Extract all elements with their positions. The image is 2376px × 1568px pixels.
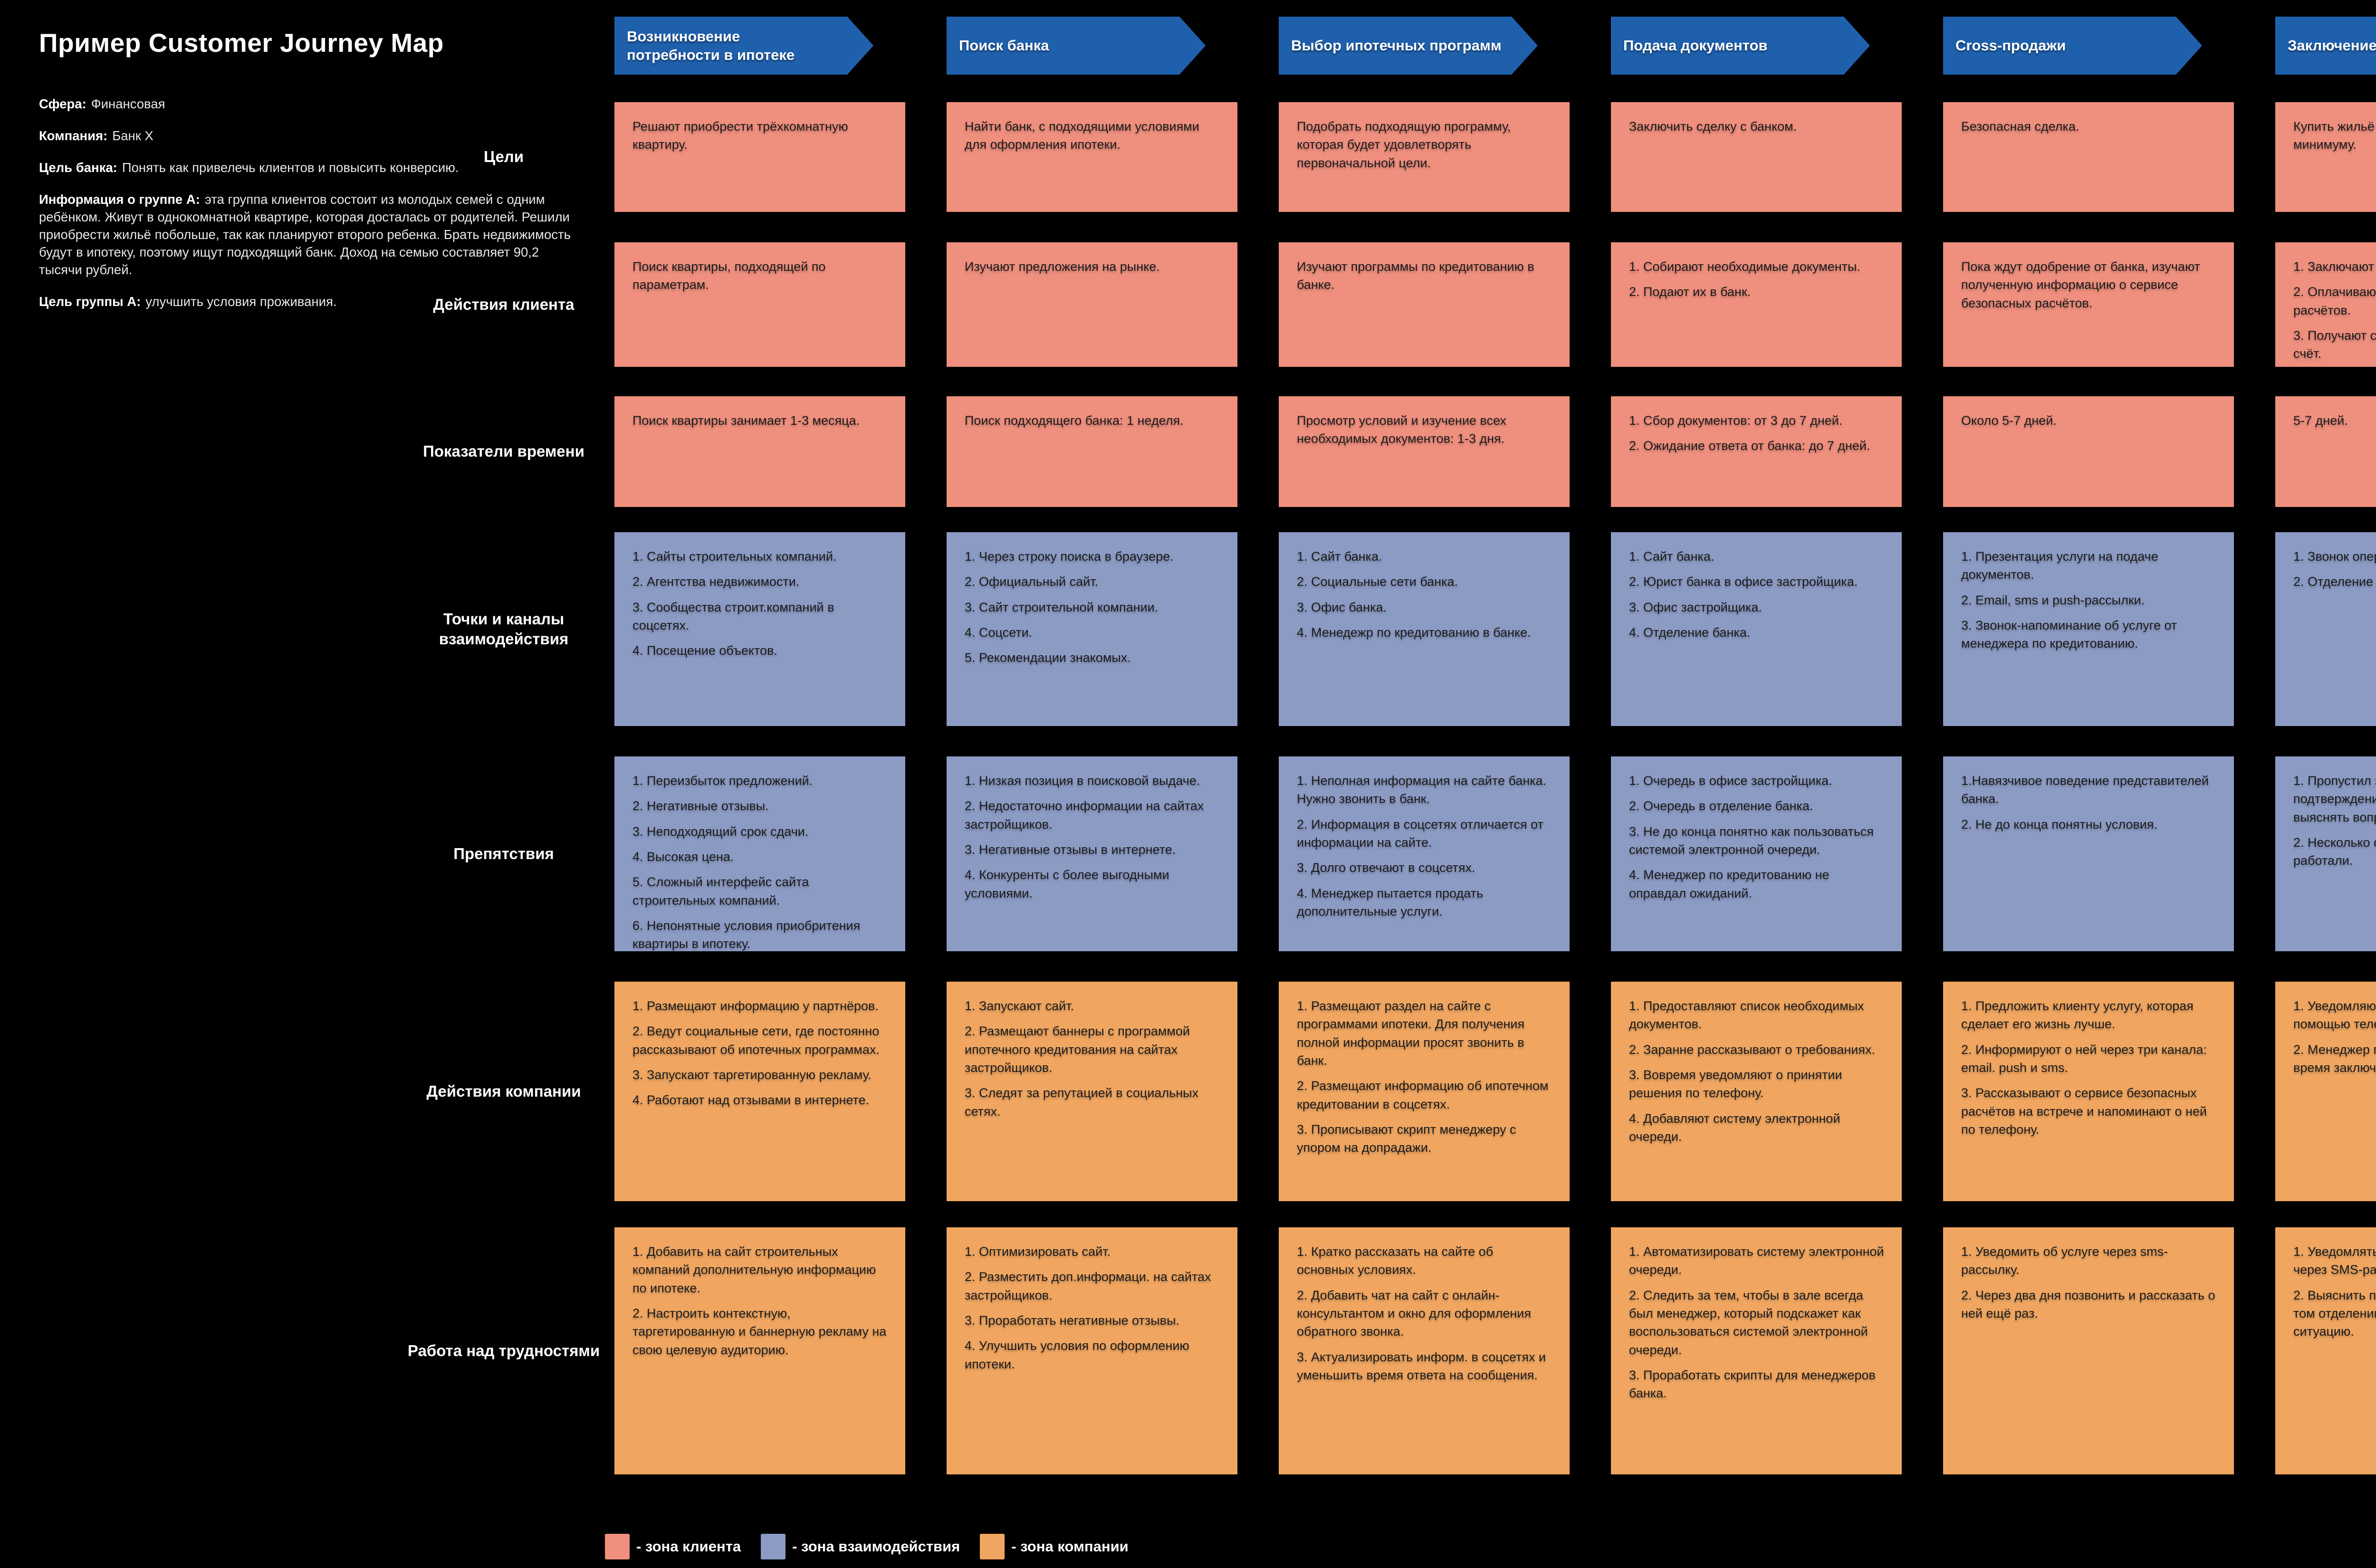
info-group-goal-value: улучшить условия проживания.: [145, 294, 337, 309]
row-goals: Цели Решают приобрести трёхкомнатную ква…: [0, 102, 2376, 212]
note-cell: 1. Сайт банка. 2. Социальные сети банка. 3…: [1279, 532, 1570, 726]
info-group-a-value: эта группа клиентов состоит из молодых с…: [39, 192, 571, 277]
note-cell: 1. Очередь в офисе застройщика. 2. Очеред…: [1611, 756, 1902, 951]
row-label-obstacles: Препятствия: [453, 844, 554, 862]
note-cell: 1. Оптимизировать сайт. 2. Разместить доп…: [947, 1227, 1237, 1474]
stage-arrow-documents: Подача документов: [1611, 17, 1870, 75]
note-cell: 1.Навязчивое поведение представителей ба…: [1943, 756, 2234, 951]
info-panel: Пример Customer Journey Map Сфера: Финанс…: [39, 28, 585, 325]
note-cell: Купить жильё и свести риск при оплате к …: [2275, 102, 2376, 212]
note-cell: Поиск квартиры, подходящей по параметрам…: [614, 242, 905, 367]
interaction-zone-swatch-icon: [761, 1534, 786, 1559]
row-company-actions: Действия компании 1. Размещают информаци…: [0, 982, 2376, 1201]
note-cell: 1. Запускают сайт. 2. Размещают баннеры с…: [947, 982, 1237, 1201]
info-sphere-value: Финансовая: [91, 96, 165, 111]
note-cell: Просмотр условий и изучение всех необход…: [1279, 396, 1570, 507]
stage-arrow-program-choice: Выбор ипотечных программ: [1279, 17, 1538, 75]
info-bank-goal-label: Цель банка:: [39, 160, 117, 175]
legend-item-company: - зона компании: [980, 1534, 1129, 1559]
note-cell: Изучают предложения на рынке.: [947, 242, 1237, 367]
row-label-goals: Цели: [483, 148, 524, 166]
note-cell: 1. Уведомляют о разрешении на ипотеку с …: [2275, 982, 2376, 1201]
note-cell: Решают приобрести трёхкомнатную квартиру…: [614, 102, 905, 212]
stage-arrow-bank-search: Поиск банка: [947, 17, 1206, 75]
row-obstacles: Препятствия 1. Переизбыток предложений. 2…: [0, 756, 2376, 951]
legend-label-interaction: - зона взаимодействия: [792, 1538, 960, 1555]
stage-arrow-deal: Заключение сделки: [2275, 17, 2376, 75]
note-cell: 1. Сайт банка. 2. Юрист банка в офисе зас…: [1611, 532, 1902, 726]
note-cell: 1. Собирают необходимые документы. 2. Под…: [1611, 242, 1902, 367]
note-cell: 1. Предложить клиенту услугу, которая сд…: [1943, 982, 2234, 1201]
info-group-a: Информация о группе А: эта группа клиенто…: [39, 191, 585, 278]
note-cell: 1. Пропустил звонок оператора о подтверж…: [2275, 756, 2376, 951]
note-cell: Пока ждут одобрение от банка, изучают по…: [1943, 242, 2234, 367]
page-title: Пример Customer Journey Map: [39, 28, 444, 57]
row-time-indicators: Показатели времени Поиск квартиры занима…: [0, 396, 2376, 507]
legend-label-company: - зона компании: [1011, 1538, 1129, 1555]
info-sphere: Сфера: Финансовая: [39, 95, 585, 113]
note-cell: Около 5-7 дней.: [1943, 396, 2234, 507]
legend-item-interaction: - зона взаимодействия: [761, 1534, 960, 1559]
note-cell: 1. Сайты строительных компаний. 2. Агентс…: [614, 532, 905, 726]
note-cell: Поиск квартиры занимает 1-3 месяца.: [614, 396, 905, 507]
note-cell: 1. Через строку поиска в браузере. 2. Офи…: [947, 532, 1237, 726]
info-sphere-label: Сфера:: [39, 96, 86, 111]
info-bank-goal: Цель банка: Понять как привелечь клиентов…: [39, 159, 585, 176]
note-cell: Безопасная сделка.: [1943, 102, 2234, 212]
note-cell: Заключить сделку с банком.: [1611, 102, 1902, 212]
note-cell: 1. Уведомлять об одобрении ипотеки через…: [2275, 1227, 2376, 1474]
legend-label-client: - зона клиента: [636, 1538, 741, 1555]
info-group-a-label: Информация о группе А:: [39, 192, 200, 207]
note-cell: 1. Низкая позиция в поисковой выдаче. 2. …: [947, 756, 1237, 951]
client-zone-swatch-icon: [605, 1534, 630, 1559]
legend-item-client: - зона клиента: [605, 1534, 741, 1559]
row-label-client-actions: Действия клиента: [433, 295, 575, 313]
info-group-goal: Цель группы А: улучшить условия проживани…: [39, 293, 585, 310]
note-cell: 1. Сбор документов: от 3 до 7 дней. 2. Ож…: [1611, 396, 1902, 507]
stage-arrow-need: Возникновение потребности в ипотеке: [614, 17, 873, 75]
note-cell: 1. Заключают договор.2. Оплачивают серви…: [2275, 242, 2376, 367]
note-cell: 1. Добавить на сайт строительных компани…: [614, 1227, 905, 1474]
info-company-label: Компания:: [39, 128, 108, 143]
note-cell: Изучают программы по кредитованию в банк…: [1279, 242, 1570, 367]
note-cell: 1. Звонок оператора.2. Отделение банка.: [2275, 532, 2376, 726]
stage-arrow-cross-sales: Cross-продажи: [1943, 17, 2202, 75]
note-cell: Поиск подходящего банка: 1 неделя.: [947, 396, 1237, 507]
note-cell: 5-7 дней.: [2275, 396, 2376, 507]
note-cell: 1. Предоставляют список необходимых доку…: [1611, 982, 1902, 1201]
info-company-value: Банк Х: [112, 128, 153, 143]
info-bank-goal-value: Понять как привелечь клиентов и повысить…: [122, 160, 459, 175]
note-cell: 1. Неполная информация на сайте банка. Н…: [1279, 756, 1570, 951]
row-label-difficulty-work: Работа над трудностями: [407, 1341, 600, 1359]
note-cell: 1. Размещают раздел на сайте с программа…: [1279, 982, 1570, 1201]
note-cell: Подобрать подходящую программу, которая …: [1279, 102, 1570, 212]
row-client-actions: Действия клиента Поиск квартиры, подходя…: [0, 242, 2376, 367]
row-touchpoints: Точки и каналы взаимодействия 1. Сайты с…: [0, 532, 2376, 726]
company-zone-swatch-icon: [980, 1534, 1005, 1559]
note-cell: 1. Презентация услуги на подаче документ…: [1943, 532, 2234, 726]
legend: - зона клиента - зона взаимодействия - з…: [605, 1534, 1129, 1559]
note-cell: 1. Уведомить об услуге через sms-рассылк…: [1943, 1227, 2234, 1474]
note-cell: 1. Автоматизировать систему электронной …: [1611, 1227, 1902, 1474]
info-group-goal-label: Цель группы А:: [39, 294, 141, 309]
row-label-touchpoints: Точки и каналы взаимодействия: [439, 610, 569, 648]
note-cell: Найти банк, с подходящими условиями для …: [947, 102, 1237, 212]
row-label-company-actions: Действия компании: [426, 1082, 581, 1100]
note-cell: 1. Кратко рассказать на сайте об основны…: [1279, 1227, 1570, 1474]
note-cell: 1. Размещают информацию у партнёров. 2. В…: [614, 982, 905, 1201]
row-difficulty-work: Работа над трудностями 1. Добавить на са…: [0, 1227, 2376, 1474]
note-cell: 1. Переизбыток предложений. 2. Негативные…: [614, 756, 905, 951]
row-label-time-indicators: Показатели времени: [423, 442, 584, 460]
info-company: Компания: Банк Х: [39, 127, 585, 144]
